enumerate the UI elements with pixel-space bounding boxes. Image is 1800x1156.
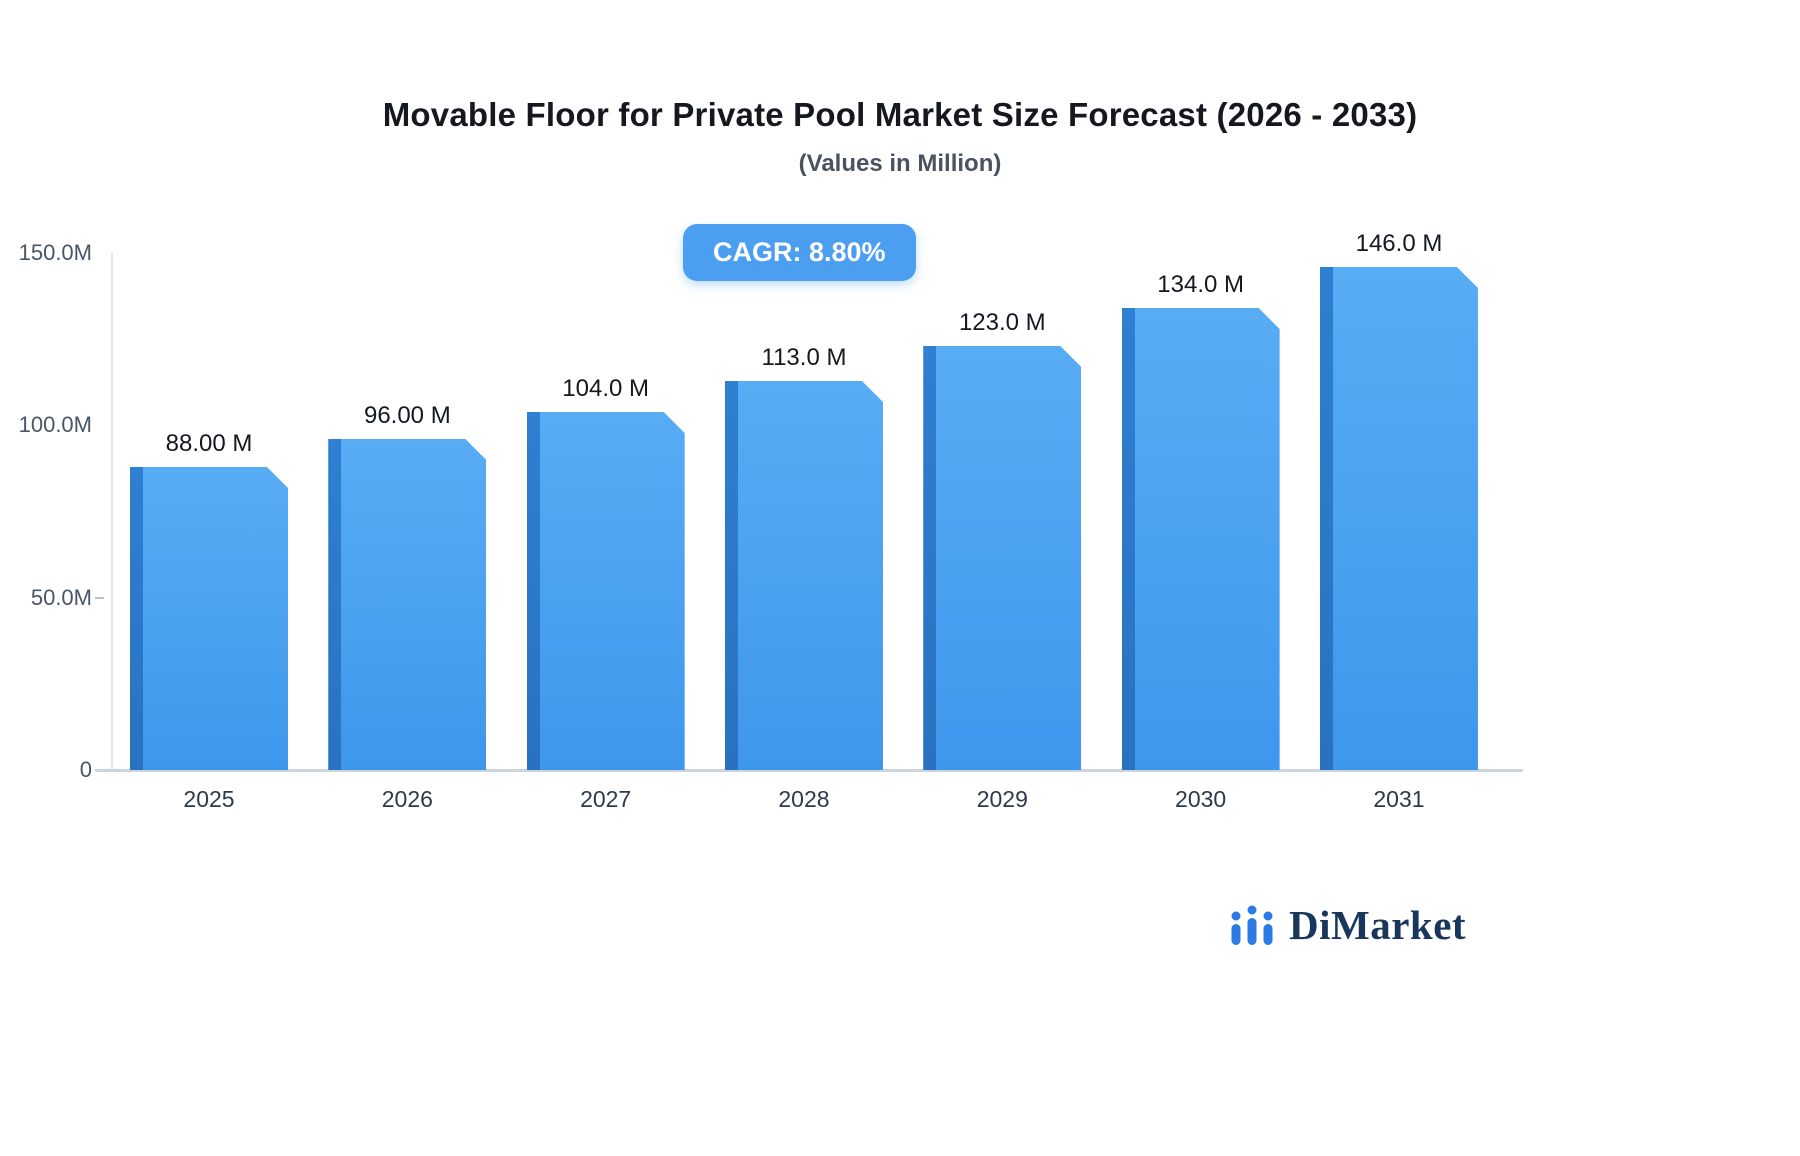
y-tick-label-0: 0 [79, 757, 92, 782]
dimarket-logo: DiMarket [1228, 901, 1466, 949]
bar-2029 [923, 346, 1081, 770]
x-axis-label-2026: 2026 [381, 786, 433, 812]
x-axis-label-2028: 2028 [778, 786, 830, 812]
chart-title: Movable Floor for Private Pool Market Si… [382, 96, 1418, 133]
bar-2031 [1320, 267, 1478, 770]
bar-2028 [725, 381, 883, 770]
x-axis-label-2025: 2025 [183, 786, 235, 812]
bar-2027 [527, 412, 685, 770]
bar-value-label: 123.0 M [958, 309, 1046, 336]
bar-slot: 96.00 M [328, 402, 486, 770]
x-axis-label-2029: 2029 [976, 786, 1028, 812]
y-tick-label-150: 150.0M [18, 240, 92, 265]
bar-slot: 123.0 M [923, 309, 1081, 770]
bar-slot: 104.0 M [527, 375, 685, 770]
bar-slot: 88.00 M [130, 430, 288, 770]
x-axis-line [95, 769, 1523, 772]
x-axis-label-2031: 2031 [1373, 786, 1425, 812]
y-axis-line [111, 253, 113, 770]
bar-2025 [130, 467, 288, 770]
bar-value-label: 134.0 M [1157, 271, 1244, 298]
dimarket-logo-icon [1231, 905, 1273, 945]
chart-subtitle: (Values in Million) [798, 150, 1002, 177]
bar-2030 [1122, 308, 1280, 770]
bar-value-label: 146.0 M [1355, 230, 1443, 257]
cagr-badge-label: CAGR: 8.80% [713, 237, 886, 267]
bar-value-label: 104.0 M [562, 375, 650, 402]
bars-row: 88.00 M 96.00 M 104.0 M 113.0 M 123.0 M 134.0… [130, 230, 1478, 770]
y-tick-label-100: 100.0M [18, 412, 92, 437]
bar-slot: 113.0 M [725, 344, 883, 770]
bar-2026 [328, 439, 486, 770]
bar-slot: 146.0 M [1320, 230, 1478, 770]
x-axis-label-2027: 2027 [580, 786, 632, 812]
y-tick-label-50: 50.0M [30, 585, 92, 610]
x-axis-labels: 2025 2026 2027 2028 2029 2030 2031 [130, 786, 1478, 813]
bar-value-label: 96.00 M [363, 402, 451, 429]
bar-value-label: 113.0 M [761, 344, 847, 371]
y-tick-mark [95, 597, 104, 599]
dimarket-logo-text: DiMarket [1289, 902, 1467, 948]
cagr-badge: CAGR: 8.80% [683, 224, 916, 281]
bar-value-label: 88.00 M [165, 430, 253, 457]
bar-slot: 134.0 M [1122, 271, 1280, 770]
x-axis-label-2030: 2030 [1175, 786, 1227, 812]
